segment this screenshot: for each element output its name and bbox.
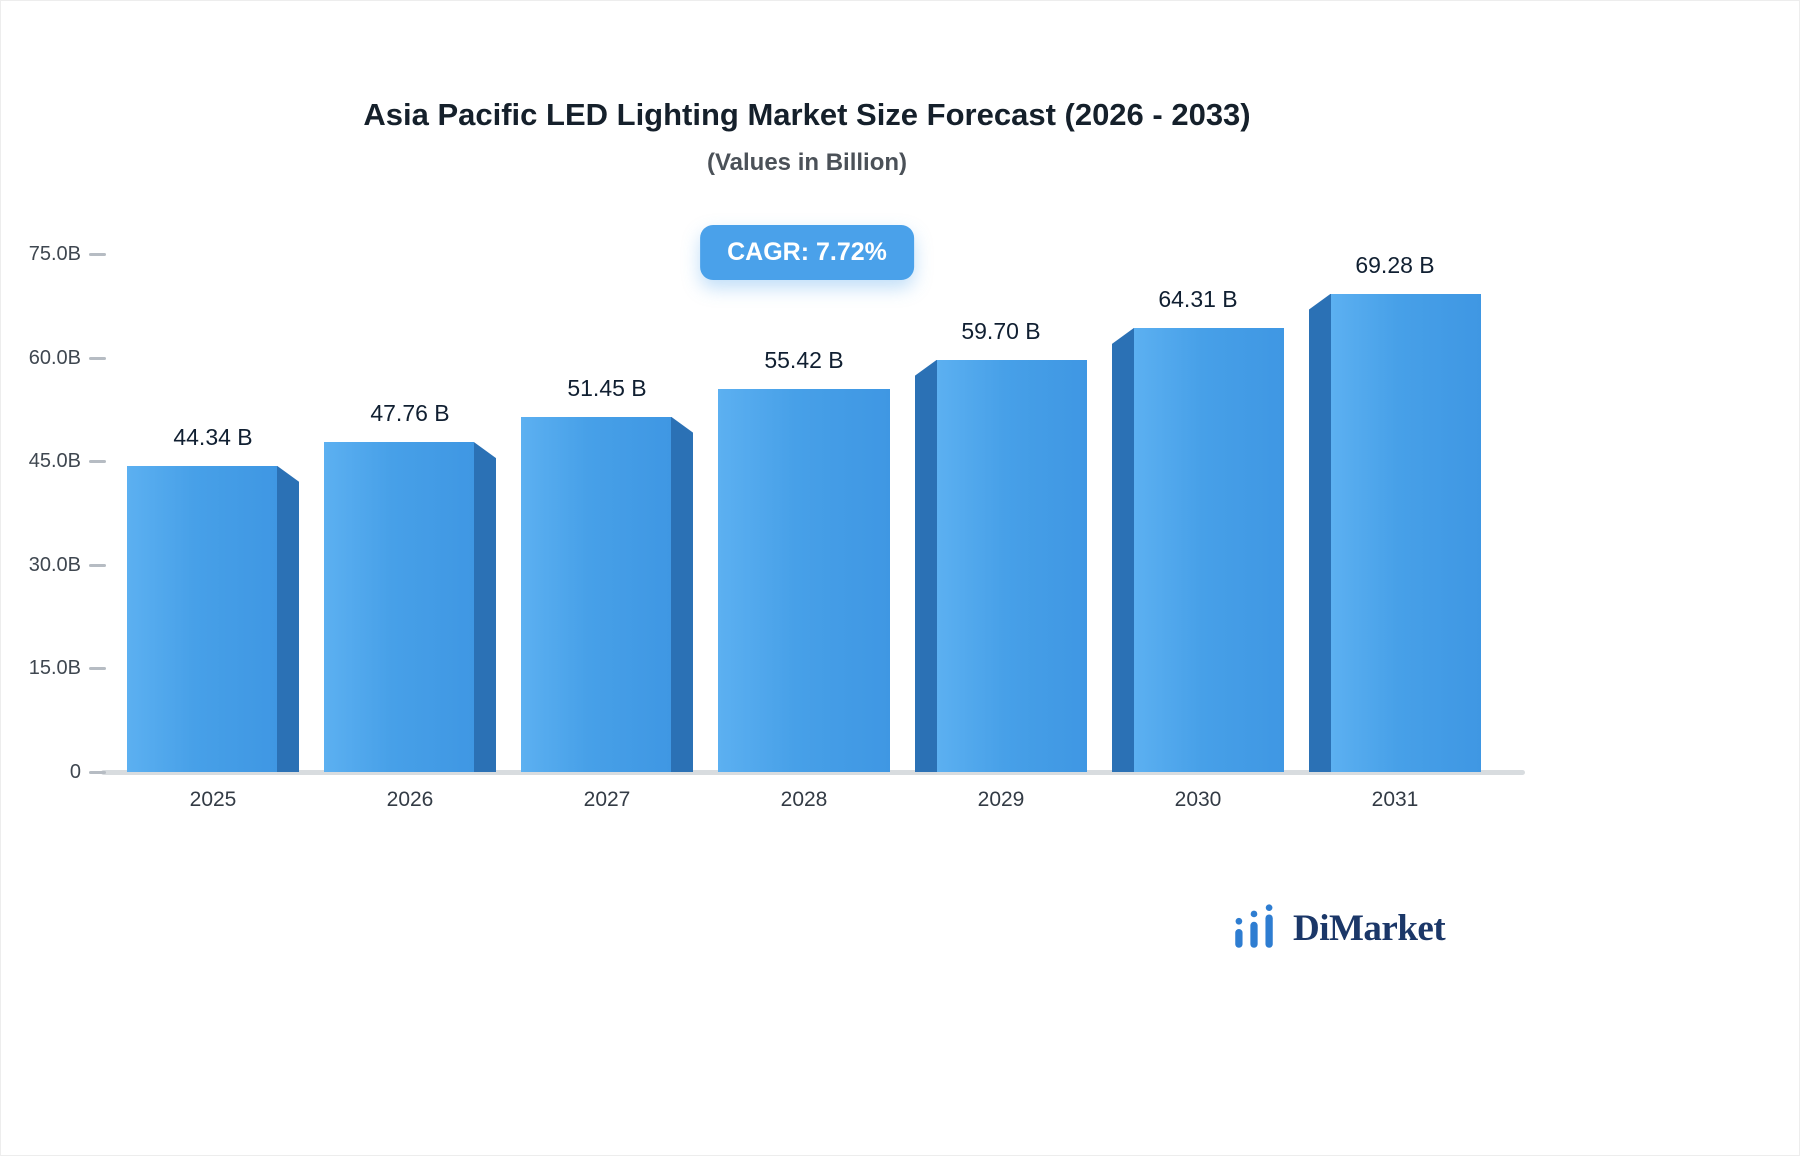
bar-side-face [277, 465, 299, 772]
bar [937, 359, 1087, 772]
x-axis-label: 2026 [386, 788, 434, 811]
y-tick-mark [89, 460, 106, 464]
chart-subtitle: (Values in Billion) [706, 149, 908, 176]
bar-side-face [474, 442, 496, 772]
bar-side-face [915, 359, 937, 772]
brand-logo: DiMarket [1229, 904, 1446, 952]
y-tick-mark [89, 667, 106, 671]
y-tick-label: 30.0B [28, 553, 81, 576]
bar [521, 416, 671, 772]
x-axis-line [101, 770, 1525, 775]
bar-value-label: 59.70 B [961, 317, 1041, 344]
bar-value-label: 55.42 B [764, 347, 844, 374]
bar-value-label: 47.76 B [370, 400, 450, 427]
x-axis-label: 2027 [583, 788, 631, 811]
cagr-badge: CAGR: 7.72% [700, 225, 914, 280]
bar [718, 389, 890, 772]
y-tick-label: 0 [69, 761, 81, 783]
y-tick-label: 45.0B [28, 450, 81, 473]
y-tick-label: 15.0B [28, 657, 81, 680]
x-axis-label: 2028 [780, 788, 828, 811]
y-tick-mark [89, 563, 106, 567]
cagr-badge-label: CAGR: 7.72% [727, 238, 887, 266]
y-tick-mark [89, 253, 106, 256]
bar [1331, 293, 1481, 772]
chart-title: Asia Pacific LED Lighting Market Size Fo… [363, 97, 1251, 132]
brand-logo-text: DiMarket [1293, 907, 1446, 949]
bar-side-face [671, 416, 693, 772]
y-tick-mark [89, 771, 106, 774]
bar [324, 442, 474, 772]
y-tick-mark [89, 356, 106, 360]
bar [1134, 327, 1284, 772]
bar-chart-logo-icon [1235, 904, 1273, 948]
bar-value-label: 64.31 B [1158, 285, 1238, 312]
x-axis-label: 2031 [1371, 788, 1419, 811]
y-tick-label: 60.0B [28, 346, 81, 369]
bar-value-label: 44.34 B [173, 423, 253, 450]
bar [127, 465, 277, 772]
x-axis-label: 2029 [977, 788, 1025, 811]
x-axis-label: 2025 [189, 788, 237, 811]
bar-side-face [1309, 293, 1331, 772]
bar-side-face [1112, 327, 1134, 772]
bar-value-label: 51.45 B [567, 374, 647, 401]
bar-value-label: 69.28 B [1355, 251, 1435, 278]
y-tick-label: 75.0B [28, 243, 81, 265]
x-axis-label: 2030 [1174, 788, 1222, 811]
